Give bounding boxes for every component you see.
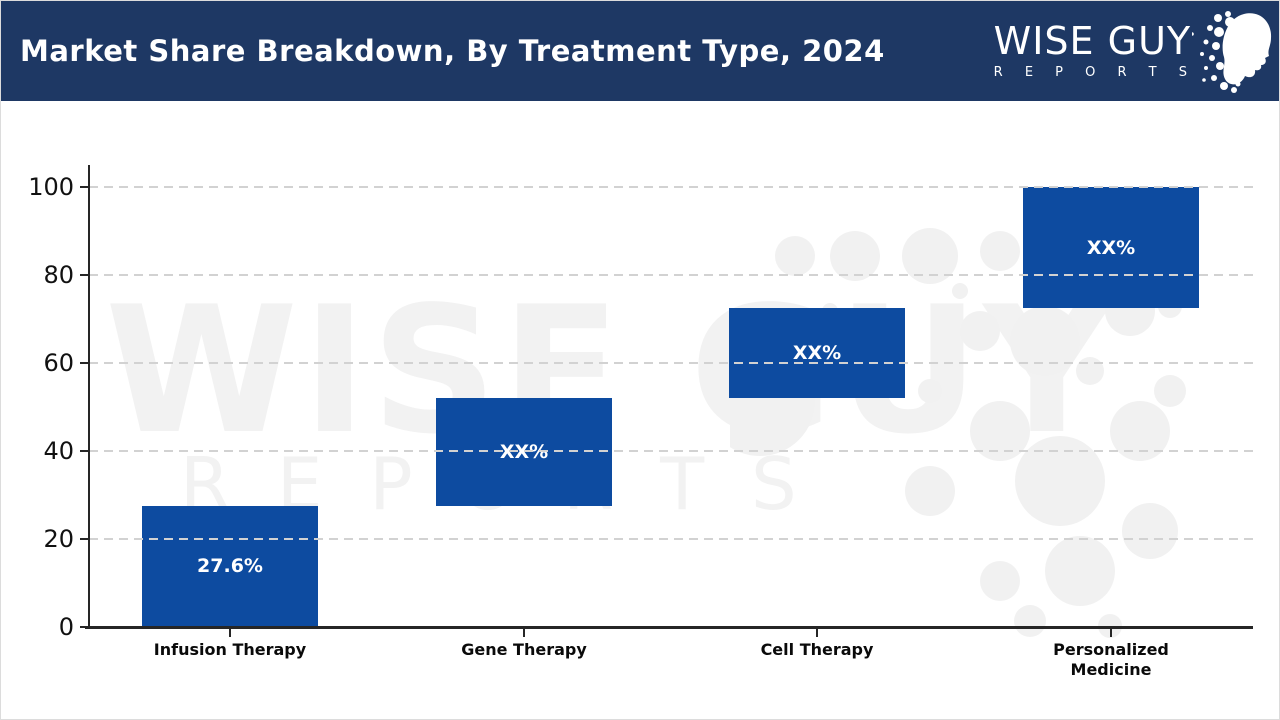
wise-guy-logo: WISE GUY R E P O R T S [994,8,1274,94]
y-tick-label: 100 [28,173,74,201]
gridline [89,186,1253,188]
y-tick-mark [80,450,89,452]
logo-wordmark: WISE GUY [993,19,1192,63]
y-tick-label: 0 [58,613,74,641]
y-tick-mark [80,538,89,540]
logo-text: WISE GUY R E P O R T S [994,22,1196,80]
y-tick-mark [80,626,89,628]
gridline [89,538,1253,540]
y-tick-label: 60 [43,349,74,377]
gridline [89,274,1253,276]
logo-subtitle: R E P O R T S [993,65,1196,80]
y-tick-mark [80,186,89,188]
x-axis-line [85,626,1253,629]
page-title: Market Share Breakdown, By Treatment Typ… [20,33,885,68]
bar-segment: XX% [729,308,905,399]
gridline [89,450,1253,452]
category-label: Infusion Therapy [153,640,307,659]
bar-segment: XX% [1023,187,1199,309]
bar-segment: 27.6% [142,505,318,627]
category-label: Personalized Medicine [1053,640,1169,679]
y-tick-label: 80 [43,261,74,289]
x-tick-mark [229,629,231,637]
bar-value-label: XX% [792,342,842,365]
category-label: Gene Therapy [461,640,587,659]
y-tick-mark [80,274,89,276]
x-tick-mark [816,629,818,637]
x-tick-mark [523,629,525,637]
y-tick-label: 40 [43,437,74,465]
category-label: Cell Therapy [760,640,874,659]
header-bar: Market Share Breakdown, By Treatment Typ… [0,0,1280,101]
chart-area: WISE GUY R E P O R T S 02040608010027.6%… [0,101,1280,720]
logo-head-icon [1192,11,1272,93]
bar-value-label: XX% [1086,236,1136,259]
y-tick-label: 20 [43,525,74,553]
bar-value-label: 27.6% [197,555,263,578]
x-tick-mark [1110,629,1112,637]
y-axis-line [88,165,90,629]
gridline [89,362,1253,364]
y-tick-mark [80,362,89,364]
